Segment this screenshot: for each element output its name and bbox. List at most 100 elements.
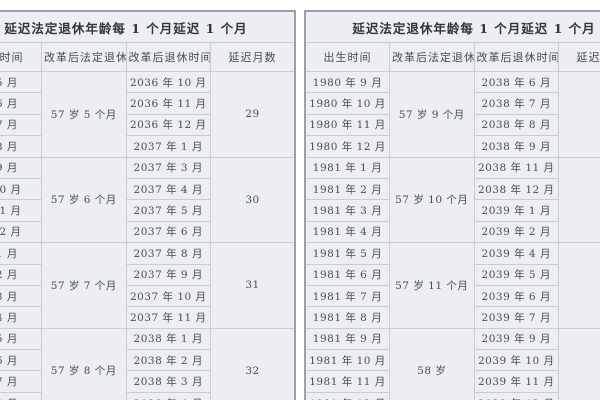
cell-retirement-date: 2039 年 1 月 xyxy=(473,199,559,222)
column-header-retirement-age: 改革后法定退休年龄 xyxy=(389,42,475,72)
cell-birth-date: 年 9 月 xyxy=(0,156,42,179)
cell-retirement-date: 2038 年 12 月 xyxy=(473,177,559,201)
cell-retirement-date: 2036 年 10 月 xyxy=(125,70,211,94)
table-row: 年 10 月 2037 年 4 月 xyxy=(0,177,295,201)
cell-birth-date: 年 2 月 xyxy=(0,263,42,286)
cell-delay-months xyxy=(558,242,600,329)
cell-birth-date: 1981 年 9 月 xyxy=(304,327,390,351)
table-row: 年 12 月 2037 年 6 月 xyxy=(0,220,295,244)
cell-birth-date: 年 5 月 xyxy=(0,70,42,94)
column-header-birth-date: 出生时间 xyxy=(0,42,42,72)
cell-retirement-date: 2038 年 9 月 xyxy=(473,135,559,158)
cell-birth-date: 年 1 月 xyxy=(0,242,42,265)
cell-retirement-date: 2037 年 4 月 xyxy=(125,177,211,201)
cell-birth-date: 年 5 月 xyxy=(0,327,42,351)
cell-birth-date: 年 8 月 xyxy=(0,391,42,400)
cell-retirement-date: 2039 年 2 月 xyxy=(473,220,559,244)
cell-retirement-age: 57 岁 7 个月 xyxy=(41,242,127,329)
cell-birth-date: 年 7 月 xyxy=(0,113,42,137)
retirement-schedule-table-right: 延迟法定退休年龄每 1 个月延迟 1 个月出生时间改革后法定退休年龄改革后退休时… xyxy=(304,10,600,400)
cell-retirement-age: 57 岁 10 个月 xyxy=(389,156,475,244)
left-table-body: 延迟法定退休年龄每 1 个月延迟 1 个月出生时间改革后法定退休年龄改革后退休时… xyxy=(0,10,296,400)
table-row: 年 8 月 2038 年 4 月 xyxy=(0,391,295,400)
column-header-retirement-date: 改革后退休时间 xyxy=(125,42,211,72)
table-row: 年 2 月 2037 年 9 月 xyxy=(0,263,295,286)
cell-birth-date: 1981 年 1 月 xyxy=(304,156,390,179)
cell-retirement-date: 2038 年 4 月 xyxy=(125,391,211,400)
cell-retirement-date: 2037 年 1 月 xyxy=(125,135,211,158)
cell-retirement-date: 2038 年 3 月 xyxy=(125,370,211,393)
cell-retirement-date: 2037 年 11 月 xyxy=(125,306,211,329)
cell-retirement-date: 2037 年 9 月 xyxy=(125,263,211,286)
cell-birth-date: 1981 年 3 月 xyxy=(304,199,390,222)
cell-retirement-date: 2038 年 8 月 xyxy=(473,113,559,137)
table-row: 1980 年 9 月 57 岁 9 个月 2038 年 6 月 xyxy=(304,70,600,158)
cell-birth-date: 年 4 月 xyxy=(0,306,42,329)
cell-delay-months: 29 xyxy=(210,71,296,158)
cell-birth-date: 1981 年 4 月 xyxy=(304,220,390,244)
table-row: 年 7 月 2036 年 12 月 xyxy=(0,113,295,137)
cell-delay-months: 32 xyxy=(210,327,296,400)
table-header-row: 出生时间改革后法定退休年龄改革后退休时间延迟月数 xyxy=(304,42,600,72)
column-header-delay-months: 延迟月数 xyxy=(558,42,600,72)
column-header-birth-date: 出生时间 xyxy=(304,42,390,72)
cell-delay-months: 31 xyxy=(210,242,296,329)
cell-delay-months xyxy=(558,71,600,158)
cell-retirement-age: 57 岁 8 个月 xyxy=(41,327,127,400)
cell-birth-date: 年 6 月 xyxy=(0,349,42,372)
table-row: 1981 年 11 月 2039 年 11 月 xyxy=(304,370,600,393)
cell-retirement-date: 2039 年 9 月 xyxy=(473,327,559,351)
table-row: 1981 年 1 月 57 岁 10 个月 2038 年 11 月 xyxy=(304,156,600,244)
cell-birth-date: 1981 年 6 月 xyxy=(304,263,390,286)
table-row: 1981 年 6 月 2039 年 5 月 xyxy=(304,263,600,286)
cell-retirement-date: 2039 年 7 月 xyxy=(473,306,559,329)
retirement-schedule-table-left: 延迟法定退休年龄每 1 个月延迟 1 个月出生时间改革后法定退休年龄改革后退休时… xyxy=(0,10,296,400)
table-title-row: 延迟法定退休年龄每 1 个月延迟 1 个月 xyxy=(0,10,296,43)
cell-retirement-age: 57 岁 6 个月 xyxy=(41,156,127,244)
cell-retirement-date: 2039 年 11 月 xyxy=(473,370,559,393)
cell-retirement-date: 2039 年 4 月 xyxy=(473,242,559,265)
table-separator-gap xyxy=(296,0,304,400)
cell-birth-date: 年 12 月 xyxy=(0,220,42,244)
cell-retirement-date: 2036 年 12 月 xyxy=(125,113,211,137)
cell-retirement-date: 2038 年 2 月 xyxy=(125,349,211,372)
table-row: 1980 年 12 月 2038 年 9 月 xyxy=(304,135,600,158)
table-title-row: 延迟法定退休年龄每 1 个月延迟 1 个月 xyxy=(304,10,600,43)
cell-birth-date: 年 3 月 xyxy=(0,284,42,308)
cell-retirement-age: 57 岁 11 个月 xyxy=(389,242,475,329)
cell-birth-date: 1981 年 2 月 xyxy=(304,177,390,201)
table-title: 延迟法定退休年龄每 1 个月延迟 1 个月 xyxy=(304,10,600,43)
cell-birth-date: 年 7 月 xyxy=(0,370,42,393)
table-row: 1980 年 11 月 2038 年 8 月 xyxy=(304,113,600,137)
cell-retirement-date: 2038 年 7 月 xyxy=(473,92,559,115)
table-header-row: 出生时间改革后法定退休年龄改革后退休时间延迟月数 xyxy=(0,42,296,72)
cell-birth-date: 年 11 月 xyxy=(0,199,42,222)
table-row: 1981 年 2 月 2038 年 12 月 xyxy=(304,177,600,201)
cell-birth-date: 1980 年 11 月 xyxy=(304,113,390,137)
cell-retirement-date: 2037 年 10 月 xyxy=(125,284,211,308)
table-row: 1981 年 3 月 2039 年 1 月 xyxy=(304,199,600,222)
cell-retirement-date: 2037 年 6 月 xyxy=(125,220,211,244)
table-row: 1981 年 10 月 2039 年 10 月 xyxy=(304,349,600,372)
column-header-retirement-age: 改革后法定退休年龄 xyxy=(41,42,127,72)
column-header-delay-months: 延迟月数 xyxy=(210,42,296,72)
cell-birth-date: 1981 年 11 月 xyxy=(304,370,390,393)
table-row: 年 4 月 2037 年 11 月 xyxy=(0,306,295,329)
table-row: 1981 年 12 月 2039 年 12 月 xyxy=(304,391,600,400)
table-row: 年 7 月 2038 年 3 月 xyxy=(0,370,295,393)
table-row: 1980 年 10 月 2038 年 7 月 xyxy=(304,92,600,115)
left-table-viewport: 延迟法定退休年龄每 1 个月延迟 1 个月出生时间改革后法定退休年龄改革后退休时… xyxy=(0,0,296,400)
cell-retirement-date: 2039 年 12 月 xyxy=(473,391,559,400)
cell-birth-date: 1980 年 9 月 xyxy=(304,70,390,94)
cell-birth-date: 年 6 月 xyxy=(0,92,42,115)
table-row: 年 6 月 2038 年 2 月 xyxy=(0,349,295,372)
table-row: 1981 年 9 月 58 岁 2039 年 9 月 xyxy=(304,327,600,400)
cell-retirement-date: 2038 年 1 月 xyxy=(125,327,211,351)
table-title: 延迟法定退休年龄每 1 个月延迟 1 个月 xyxy=(0,10,296,43)
cell-birth-date: 1981 年 12 月 xyxy=(304,391,390,400)
